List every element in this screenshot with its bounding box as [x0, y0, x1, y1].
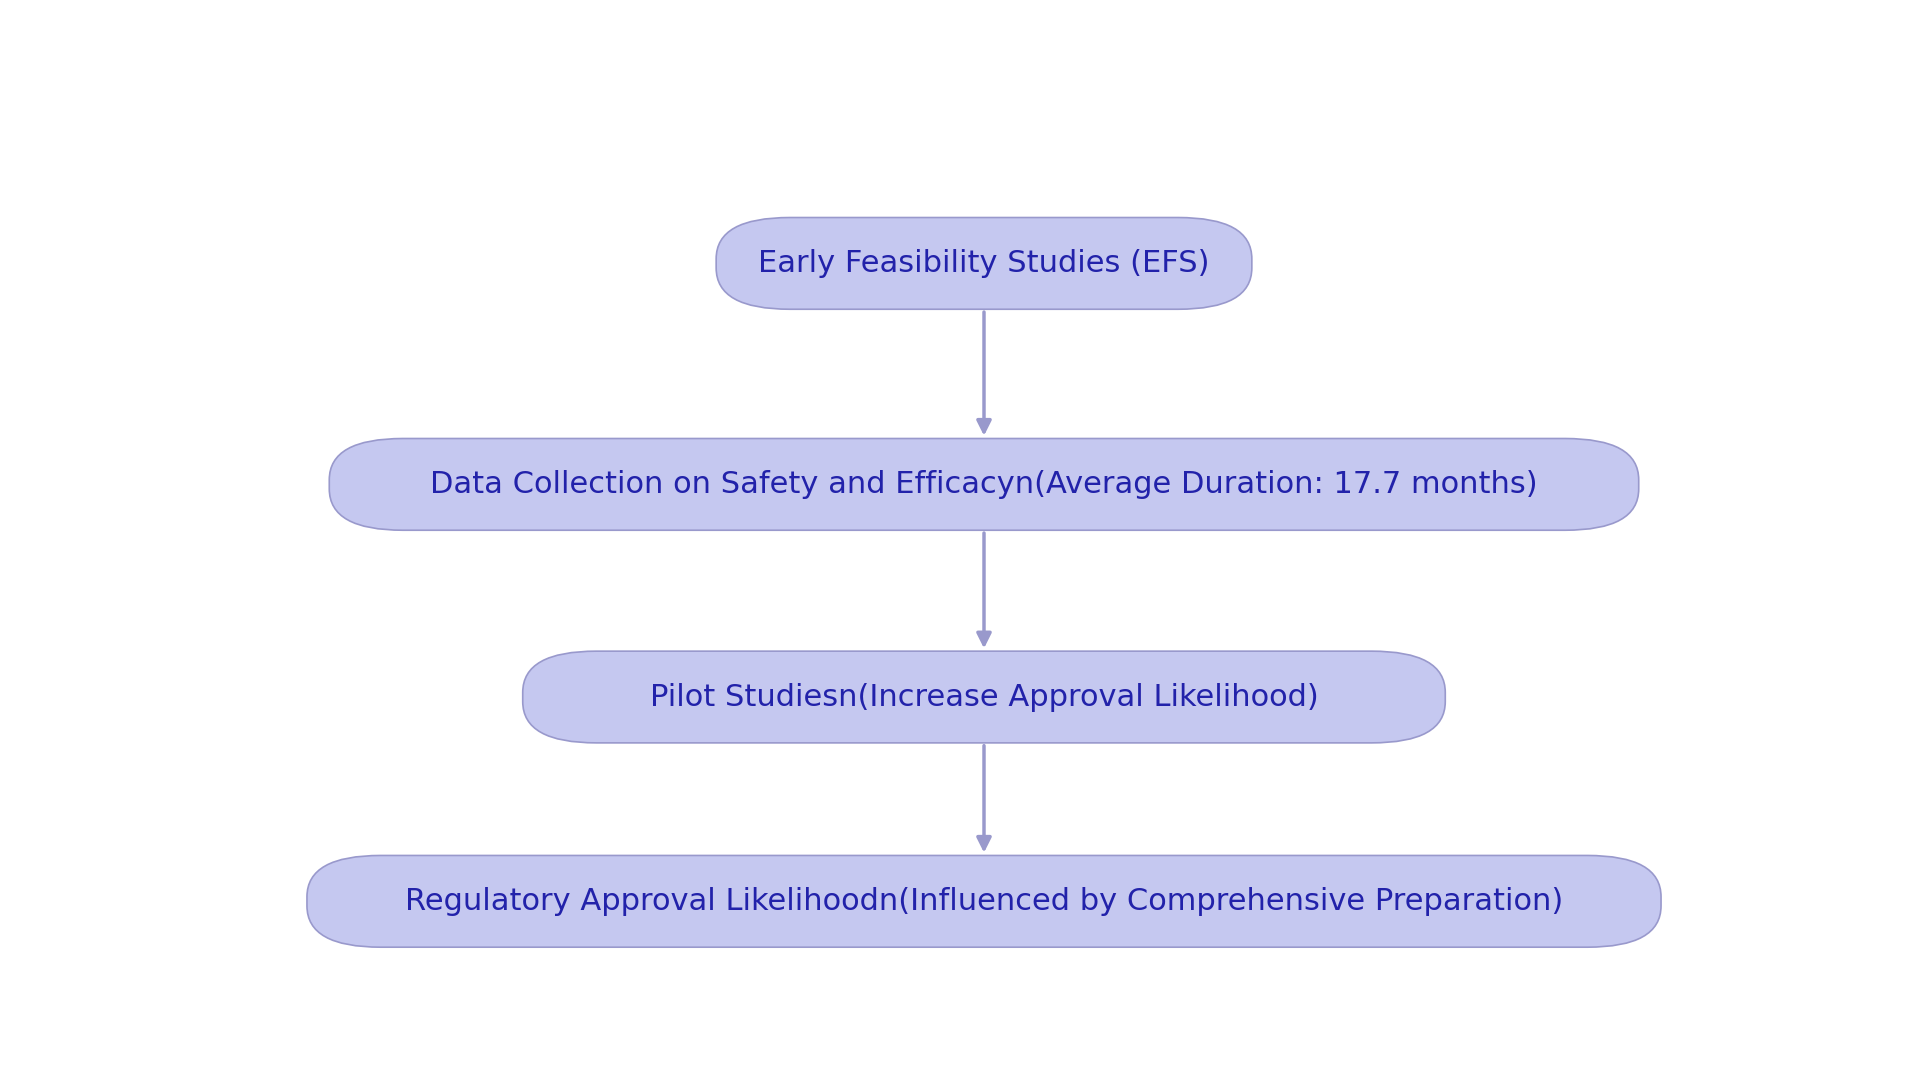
Text: Data Collection on Safety and Efficacyn(Average Duration: 17.7 months): Data Collection on Safety and Efficacyn(… — [430, 470, 1538, 499]
FancyBboxPatch shape — [307, 856, 1661, 948]
FancyBboxPatch shape — [330, 439, 1640, 531]
Text: Pilot Studiesn(Increase Approval Likelihood): Pilot Studiesn(Increase Approval Likelih… — [649, 682, 1319, 712]
FancyBboxPatch shape — [522, 651, 1446, 743]
Text: Early Feasibility Studies (EFS): Early Feasibility Studies (EFS) — [758, 249, 1210, 278]
FancyBboxPatch shape — [716, 218, 1252, 310]
Text: Regulatory Approval Likelihoodn(Influenced by Comprehensive Preparation): Regulatory Approval Likelihoodn(Influenc… — [405, 887, 1563, 916]
